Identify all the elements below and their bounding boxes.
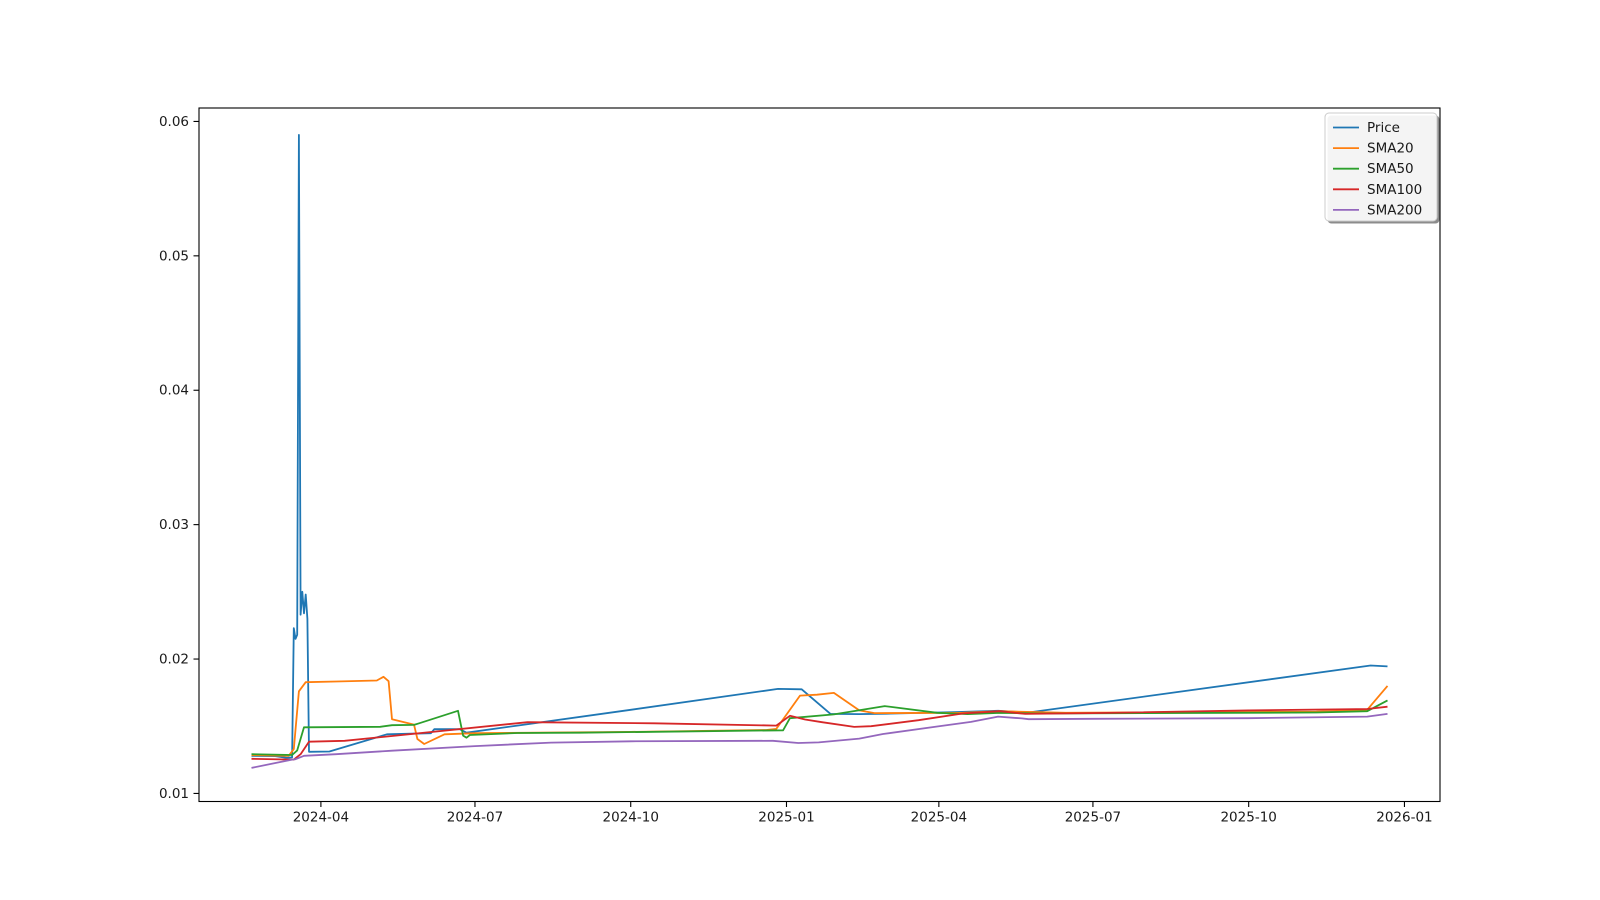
x-tick-label: 2025-01: [758, 810, 814, 826]
x-tick-label: 2024-07: [447, 810, 503, 826]
y-tick-label: 0.02: [159, 652, 189, 668]
plot-border: [198, 107, 1441, 803]
legend-label: SMA50: [1367, 161, 1414, 177]
y-tick-label: 0.01: [159, 786, 189, 802]
x-tick-label: 2025-10: [1220, 810, 1276, 826]
x-tick-label: 2025-07: [1065, 810, 1121, 826]
series-line-sma200: [251, 713, 1388, 769]
legend-label: SMA200: [1367, 202, 1422, 218]
x-tick-label: 2024-10: [603, 810, 659, 826]
x-tick-label: 2024-04: [293, 810, 349, 826]
y-tick-label: 0.06: [159, 114, 189, 130]
series-line-sma100: [251, 705, 1388, 761]
y-tick-label: 0.04: [159, 383, 189, 399]
legend-label: SMA100: [1367, 182, 1422, 198]
x-tick-label: 2025-04: [911, 810, 967, 826]
series-line-sma50: [251, 699, 1388, 756]
y-tick-label: 0.03: [159, 517, 189, 533]
x-tick-label: 2026-01: [1376, 810, 1432, 826]
legend-box: [1324, 112, 1438, 222]
legend-label: SMA20: [1367, 141, 1414, 157]
legend-label: Price: [1367, 120, 1400, 136]
y-tick-label: 0.05: [159, 248, 189, 264]
